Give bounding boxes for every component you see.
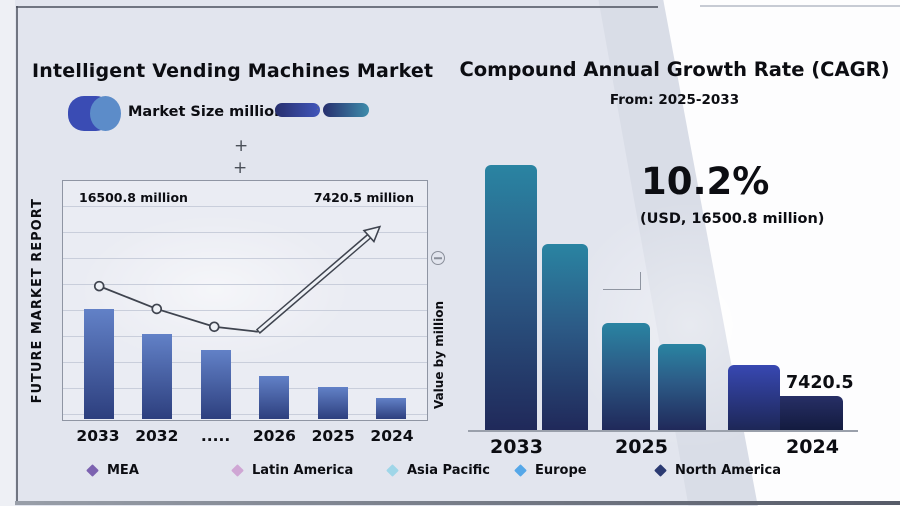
market-size-bar [84, 309, 114, 419]
cagr-note: (USD, 16500.8 million) [640, 211, 825, 227]
trend-line-arrow [93, 225, 382, 334]
left-axis-title: FUTURE MARKET REPORT [28, 180, 46, 421]
frame-top-right-line [700, 5, 900, 7]
diamond-icon [386, 464, 399, 477]
bar-primary [728, 365, 780, 430]
bar-column [369, 398, 413, 419]
bar-group-2025 [602, 323, 706, 430]
diamond-icon [231, 464, 244, 477]
market-size-bar [200, 350, 231, 419]
x-axis-label: 2026 [252, 427, 296, 445]
arrowhead-icon [362, 225, 382, 243]
left-axis-title-text: FUTURE MARKET REPORT [29, 197, 45, 404]
region-legend: MEA Latin America Asia Pacific Europe North … [0, 463, 900, 487]
pill-separator: : [316, 102, 320, 113]
start-value-annotation: 16500.8 million [79, 190, 188, 205]
bar-primary [485, 165, 537, 430]
line-marker [151, 303, 163, 315]
value-annotation: 7420.5 [786, 373, 854, 393]
legend-label: Latin America [252, 463, 354, 478]
bar-group-2033 [485, 165, 588, 430]
legend-item-europe: Europe [514, 463, 587, 478]
pill-badge-right [323, 103, 369, 117]
x-axis-label: 2025 [311, 427, 355, 445]
plus-icon: + [233, 158, 248, 178]
market-size-bar [317, 387, 348, 419]
legend-item-asia-pacific: Asia Pacific [386, 463, 491, 478]
x-axis-label: 2033 [76, 427, 120, 445]
left-margin-strip [0, 0, 15, 506]
bar-group-2024 [728, 365, 843, 430]
bar-column [194, 350, 238, 419]
legend-item-latin-america: Latin America [231, 463, 354, 478]
x-axis-line [468, 430, 858, 432]
cylinder-cap [90, 96, 121, 131]
value-axis-title: Value by million [430, 295, 448, 415]
cagr-value: 10.2% [641, 160, 770, 203]
bar-column [252, 376, 296, 419]
legend-item-north-america: North America [654, 463, 781, 478]
market-size-chart: 16500.8 million 7420.5 million [62, 180, 428, 421]
line-marker [208, 321, 220, 333]
x-label-2025: 2025 [615, 436, 668, 458]
x-axis-labels: 2033 2032..... 2026 2025 2024 [76, 427, 414, 445]
legend-label: North America [675, 463, 781, 478]
frame-top-line [16, 6, 658, 8]
x-axis-label: 2032 [135, 427, 179, 445]
x-label-2033: 2033 [490, 436, 543, 458]
legend-label: MEA [107, 463, 139, 478]
step-decoration [603, 272, 641, 290]
legend-label: Europe [535, 463, 587, 478]
frame-bottom-line [0, 501, 900, 505]
frame-left-line [16, 6, 18, 502]
diamond-icon [514, 464, 527, 477]
diamond-icon [86, 464, 99, 477]
line-marker [93, 280, 105, 292]
bar-secondary [658, 344, 706, 430]
bar-primary [602, 323, 650, 430]
bar-column [77, 309, 121, 419]
pill-badge-left [275, 103, 320, 117]
right-panel-title: Compound Annual Growth Rate (CAGR) [459, 58, 890, 81]
x-axis-label: 2024 [370, 427, 414, 445]
x-axis-label: ..... [200, 427, 231, 445]
legend-label: Asia Pacific [407, 463, 491, 478]
cylinder-icon [68, 96, 121, 131]
legend-item-mea: MEA [86, 463, 139, 478]
end-value-annotation: 7420.5 million [313, 190, 414, 205]
right-panel-subtitle: From: 2025-2033 [609, 92, 740, 108]
chart-gridlines [63, 181, 427, 420]
bar-secondary [542, 244, 588, 430]
market-size-label: Market Size million [128, 104, 285, 120]
bar-series [77, 219, 413, 419]
bar-column [135, 334, 179, 419]
plus-icon: + [234, 136, 249, 156]
bar-column [311, 387, 355, 419]
market-size-bar [259, 376, 290, 419]
bar-secondary [780, 396, 843, 430]
market-size-bar [142, 334, 173, 419]
minus-circle-icon [431, 251, 445, 265]
diamond-icon [654, 464, 667, 477]
left-panel-title: Intelligent Vending Machines Market [32, 60, 434, 82]
x-label-2024: 2024 [786, 436, 839, 458]
value-axis-title-text: Value by million [432, 300, 446, 410]
market-size-bar [375, 398, 406, 419]
